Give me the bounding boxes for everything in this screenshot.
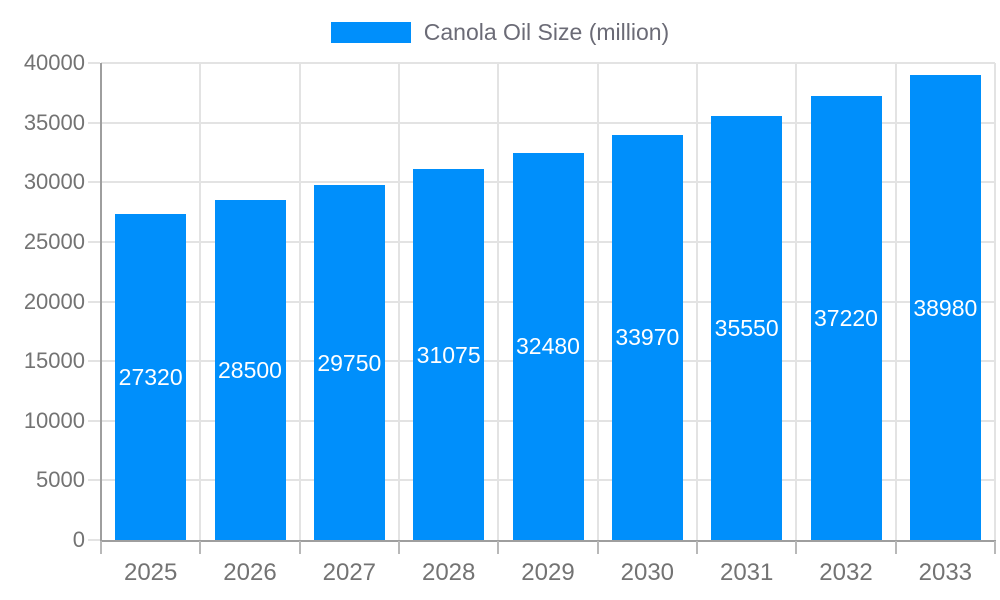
y-axis-line xyxy=(100,63,102,540)
x-axis-label: 2031 xyxy=(719,559,774,586)
x-axis-tick xyxy=(994,541,996,554)
gridline-vertical xyxy=(398,63,400,540)
bar[interactable] xyxy=(115,214,187,540)
x-axis-line xyxy=(100,540,996,542)
legend-label: Canola Oil Size (million) xyxy=(423,19,670,45)
x-axis-tick xyxy=(298,541,301,554)
x-axis-tick xyxy=(100,541,102,554)
y-axis-label: 20000 xyxy=(23,288,85,314)
y-axis-label: 25000 xyxy=(23,228,85,254)
gridline-horizontal xyxy=(101,62,995,64)
y-axis-tick xyxy=(88,62,100,64)
x-axis-tick xyxy=(795,541,798,554)
y-axis-label: 30000 xyxy=(23,169,85,195)
x-axis-tick xyxy=(596,541,599,554)
y-axis-label: 0 xyxy=(72,527,85,552)
x-axis-label: 2029 xyxy=(521,559,575,586)
bar[interactable] xyxy=(512,152,584,540)
y-axis-label: 40000 xyxy=(23,50,85,75)
y-axis-tick xyxy=(88,181,100,184)
y-axis-tick xyxy=(88,539,100,541)
x-axis-label: 2033 xyxy=(918,559,973,586)
x-axis-label: 2026 xyxy=(223,559,277,586)
y-axis-label: 5000 xyxy=(36,467,85,493)
gridline-vertical xyxy=(696,63,698,540)
bar[interactable] xyxy=(214,200,286,540)
bar[interactable] xyxy=(313,185,385,540)
y-axis-tick xyxy=(88,479,100,482)
y-axis-tick xyxy=(88,360,100,363)
y-axis-label: 10000 xyxy=(23,407,85,433)
y-axis-tick xyxy=(88,300,100,303)
bar[interactable] xyxy=(611,134,683,540)
gridline-vertical xyxy=(497,63,500,540)
gridline-vertical xyxy=(596,63,599,540)
x-axis-tick xyxy=(894,541,897,554)
x-axis-label: 2027 xyxy=(322,559,377,586)
gridline-vertical xyxy=(298,63,301,540)
legend-swatch xyxy=(330,21,411,43)
y-axis-label: 35000 xyxy=(23,109,85,135)
x-axis-tick xyxy=(497,541,500,554)
plot-area: 27320 28500 29750 31075 32480 33970 35550 37220… xyxy=(101,62,996,540)
x-axis-label: 2032 xyxy=(819,559,873,586)
gridline-vertical xyxy=(199,63,202,540)
bar[interactable] xyxy=(711,116,783,540)
x-axis-label: 2028 xyxy=(421,559,476,586)
y-axis-tick xyxy=(88,240,100,243)
x-axis-label: 2025 xyxy=(123,559,178,586)
bar[interactable] xyxy=(413,169,485,540)
y-axis-tick xyxy=(88,121,100,124)
x-axis-tick xyxy=(696,541,698,554)
y-axis-label: 15000 xyxy=(23,348,85,374)
x-axis-tick xyxy=(398,541,400,554)
gridline-vertical xyxy=(795,63,798,540)
gridline-horizontal xyxy=(101,121,995,124)
gridline-vertical xyxy=(994,63,996,540)
bar[interactable] xyxy=(909,75,981,540)
chart-legend[interactable]: Canola Oil Size (million) xyxy=(0,20,1000,44)
x-axis-label: 2030 xyxy=(620,559,675,586)
x-axis-tick xyxy=(199,541,202,554)
y-axis-tick xyxy=(88,419,100,422)
gridline-vertical xyxy=(894,63,897,540)
bar[interactable] xyxy=(810,96,882,540)
